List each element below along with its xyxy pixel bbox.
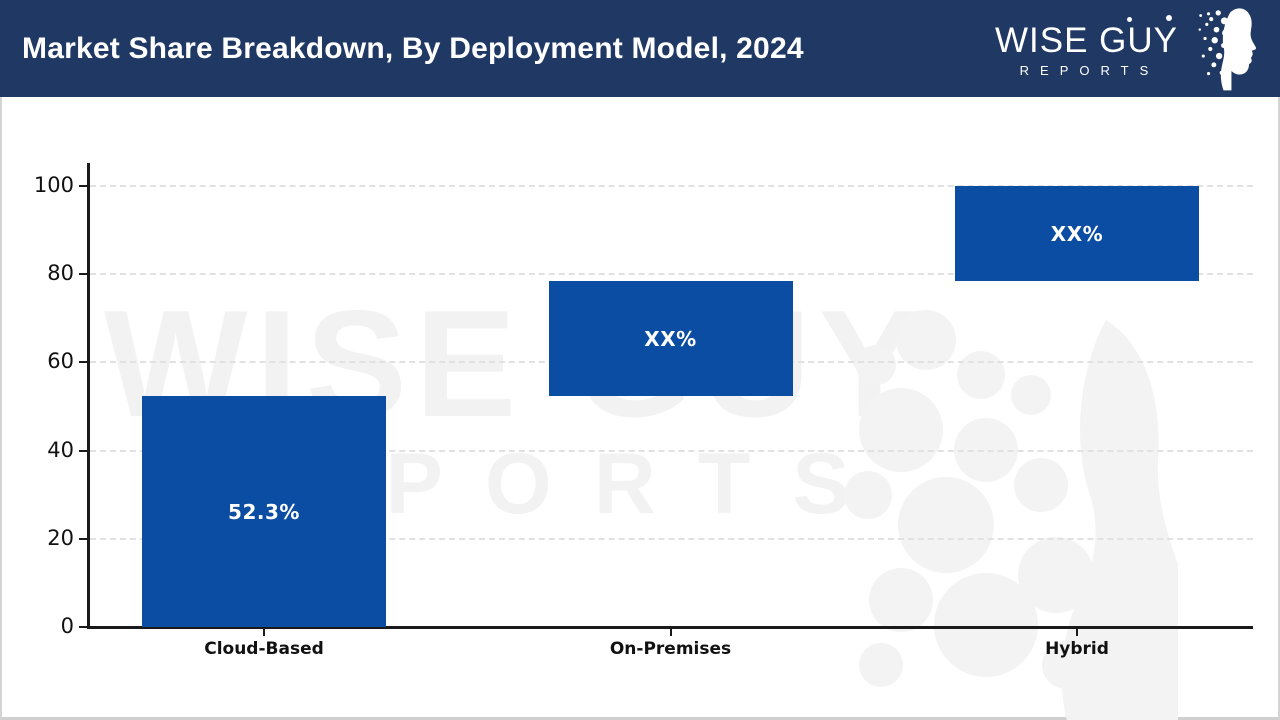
- bar-value-label: XX%: [1050, 221, 1104, 246]
- y-tick-mark: [79, 537, 88, 540]
- bar-cloud-based: 52.3%: [142, 396, 386, 627]
- logo-dot-icon: [1127, 17, 1132, 22]
- y-tick-label: 40: [47, 437, 74, 462]
- y-tick-mark: [79, 185, 88, 187]
- logo-subtext: REPORTS: [1019, 63, 1160, 78]
- x-tick-mark: [669, 629, 672, 636]
- page-title: Market Share Breakdown, By Deployment Mo…: [22, 31, 804, 65]
- y-tick-mark: [79, 273, 88, 276]
- header: Market Share Breakdown, By Deployment Mo…: [0, 0, 1280, 97]
- y-tick-label: 60: [47, 349, 74, 374]
- y-tick-label: 20: [47, 525, 74, 550]
- bar-value-label: XX%: [644, 326, 697, 351]
- y-tick-label: 80: [47, 261, 74, 286]
- gridline: [90, 185, 1253, 187]
- x-axis-line: [87, 626, 1253, 629]
- gridline: [90, 537, 1253, 540]
- y-tick-mark: [79, 626, 88, 628]
- y-axis-line: [87, 163, 90, 629]
- logo: WISE GUY REPORTS: [995, 5, 1266, 93]
- logo-face-icon: [1198, 7, 1256, 90]
- gridline: [90, 273, 1253, 276]
- logo-dot-icon: [1166, 15, 1172, 21]
- bar-hybrid: XX%: [955, 186, 1199, 282]
- y-tick-mark: [79, 361, 88, 364]
- bar-on-premises: XX%: [548, 281, 793, 397]
- logo-wordmark: WISE GUY: [994, 21, 1178, 60]
- y-tick-label: 0: [60, 614, 74, 638]
- x-category-label: On-Premises: [609, 639, 732, 659]
- x-category-label: Hybrid: [1045, 639, 1109, 659]
- x-tick-mark: [263, 629, 265, 636]
- gridline: [90, 449, 1253, 452]
- y-tick-mark: [79, 449, 88, 452]
- x-tick-mark: [1076, 629, 1078, 636]
- bar-value-label: 52.3%: [228, 499, 300, 524]
- logo-text: WISE GUY REPORTS: [994, 15, 1178, 78]
- y-tick-label: 100: [33, 173, 74, 197]
- x-category-label: Cloud-Based: [204, 639, 324, 659]
